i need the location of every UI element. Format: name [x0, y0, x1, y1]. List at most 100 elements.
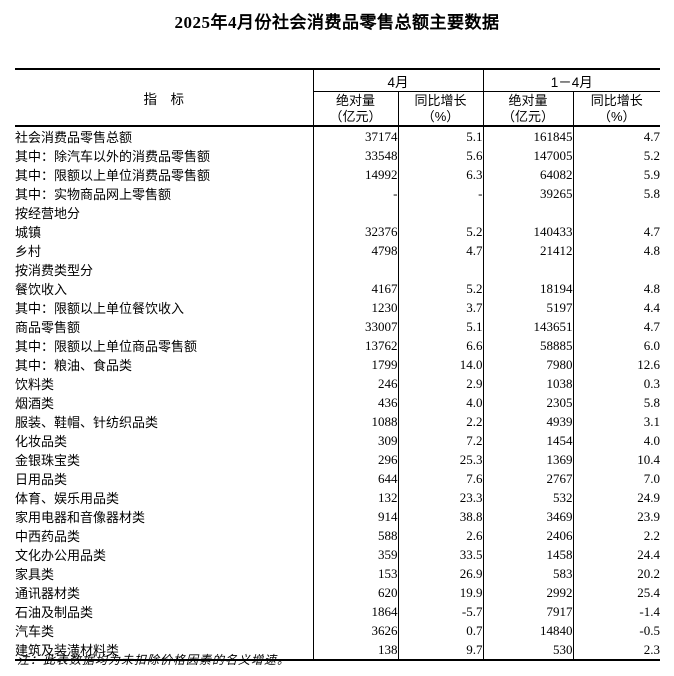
- cum-growth-cell: 10.4: [572, 450, 661, 469]
- table-row: 城镇 32376 5.2 140433 4.7: [15, 222, 661, 241]
- indicator-cell: 中西药品类: [15, 529, 81, 544]
- cum-growth-cell: 5.9: [572, 165, 661, 184]
- cum-growth-cell: 23.9: [572, 507, 661, 526]
- indicator-cell: 汽车类: [15, 624, 55, 639]
- cum-absolute-cell: 4939: [482, 412, 574, 431]
- cum-absolute-cell: [482, 203, 574, 222]
- apr-growth-cell: 4.7: [397, 241, 484, 260]
- apr-absolute-cell: 309: [312, 431, 398, 450]
- cum-growth-cell: 6.0: [572, 336, 661, 355]
- cum-growth-cell: 2.3: [572, 640, 661, 660]
- indicator-cell: 饮料类: [15, 377, 55, 392]
- absolute-unit: （亿元）: [502, 108, 555, 124]
- cum-absolute-cell: 7917: [482, 602, 574, 621]
- apr-absolute-cell: 644: [312, 469, 398, 488]
- absolute-label: 绝对量: [335, 92, 375, 108]
- table-row: 家用电器和音像器材类 914 38.8 3469 23.9: [15, 507, 661, 526]
- apr-absolute-cell: 1088: [312, 412, 398, 431]
- header-group-row: 指 标 4月 1－4月: [15, 69, 661, 107]
- table-row: 其中：限额以上单位商品零售额 13762 6.6 58885 6.0: [15, 336, 661, 355]
- apr-growth-cell: 0.7: [397, 621, 484, 640]
- apr-absolute-cell: 914: [312, 507, 398, 526]
- indicator-cell: 通讯器材类: [15, 586, 81, 601]
- column-header-indicator: 指 标: [143, 91, 185, 107]
- cum-absolute-cell: 583: [482, 564, 574, 583]
- table-row: 中西药品类 588 2.6 2406 2.2: [15, 526, 661, 545]
- cum-absolute-cell: 1454: [482, 431, 574, 450]
- indicator-cell: 文化办公用品类: [15, 548, 107, 563]
- apr-growth-cell: 7.2: [397, 431, 484, 450]
- apr-growth-cell: 5.2: [397, 222, 484, 241]
- apr-absolute-cell: 1799: [312, 355, 398, 374]
- indicator-cell: 化妆品类: [15, 434, 68, 449]
- apr-absolute-cell: 4798: [312, 241, 398, 260]
- apr-growth-cell: 38.8: [397, 507, 484, 526]
- apr-growth-cell: -5.7: [397, 602, 484, 621]
- growth-unit: （%）: [421, 108, 460, 124]
- apr-absolute-cell: 13762: [312, 336, 398, 355]
- table-row: 文化办公用品类 359 33.5 1458 24.4: [15, 545, 661, 564]
- cum-absolute-cell: 143651: [482, 317, 574, 336]
- cum-absolute-cell: 64082: [482, 165, 574, 184]
- cum-growth-cell: [572, 260, 661, 279]
- page-title: 2025年4月份社会消费品零售总额主要数据: [174, 13, 500, 32]
- indicator-cell: 服装、鞋帽、针纺织品类: [15, 415, 159, 430]
- indicator-cell: 其中：除汽车以外的消费品零售额: [15, 149, 211, 164]
- table-footnote: 注：此表数据均为未扣除价格因素的名义增速。: [17, 653, 291, 667]
- apr-growth-cell: 2.6: [397, 526, 484, 545]
- apr-growth-cell: 5.6: [397, 146, 484, 165]
- cum-absolute-cell: 2305: [482, 393, 574, 412]
- retail-sales-table: 指 标 4月 1－4月 绝对量 （亿元） 同比增长 （%） 绝对量 （亿元）: [15, 68, 661, 661]
- apr-absolute-cell: 296: [312, 450, 398, 469]
- apr-growth-cell: 5.2: [397, 279, 484, 298]
- table-body: 社会消费品零售总额 37174 5.1 161845 4.7 其中：除汽车以外的消费品零售…: [15, 126, 661, 660]
- cum-absolute-cell: 140433: [482, 222, 574, 241]
- table-header: 指 标 4月 1－4月 绝对量 （亿元） 同比增长 （%） 绝对量 （亿元）: [15, 69, 661, 126]
- cum-absolute-cell: 14840: [482, 621, 574, 640]
- apr-absolute-cell: 14992: [312, 165, 398, 184]
- table-row: 化妆品类 309 7.2 1454 4.0: [15, 431, 661, 450]
- column-group-april: 4月: [312, 69, 484, 92]
- cum-growth-cell: -0.5: [572, 621, 661, 640]
- indicator-cell: 家具类: [15, 567, 55, 582]
- cum-absolute-cell: 2767: [482, 469, 574, 488]
- cum-growth-cell: 25.4: [572, 583, 661, 602]
- apr-absolute-cell: [312, 203, 398, 222]
- growth-label: 同比增长: [414, 92, 467, 108]
- column-header-cum-absolute: 绝对量 （亿元）: [482, 91, 574, 126]
- apr-absolute-cell: 138: [312, 640, 398, 660]
- apr-growth-cell: 19.9: [397, 583, 484, 602]
- cum-growth-cell: 2.2: [572, 526, 661, 545]
- cum-growth-cell: 4.0: [572, 431, 661, 450]
- cum-growth-cell: 4.7: [572, 126, 661, 146]
- apr-absolute-cell: 32376: [312, 222, 398, 241]
- table-row: 按经营地分: [15, 203, 661, 222]
- apr-absolute-cell: 1230: [312, 298, 398, 317]
- table-row: 餐饮收入 4167 5.2 18194 4.8: [15, 279, 661, 298]
- table-row: 社会消费品零售总额 37174 5.1 161845 4.7: [15, 126, 661, 146]
- cum-absolute-cell: 21412: [482, 241, 574, 260]
- cum-growth-cell: 24.9: [572, 488, 661, 507]
- apr-growth-cell: 2.9: [397, 374, 484, 393]
- apr-absolute-cell: 436: [312, 393, 398, 412]
- indicator-cell: 其中：限额以上单位消费品零售额: [15, 168, 211, 183]
- cum-growth-cell: 4.8: [572, 241, 661, 260]
- header-sub-row: 绝对量 （亿元） 同比增长 （%） 绝对量 （亿元） 同比增长 （%）: [15, 91, 661, 126]
- apr-absolute-cell: 4167: [312, 279, 398, 298]
- apr-absolute-cell: 132: [312, 488, 398, 507]
- table-row: 体育、娱乐用品类 132 23.3 532 24.9: [15, 488, 661, 507]
- apr-growth-cell: 6.3: [397, 165, 484, 184]
- indicator-cell: 家用电器和音像器材类: [15, 510, 146, 525]
- apr-growth-cell: 5.1: [397, 317, 484, 336]
- cum-growth-cell: 4.7: [572, 222, 661, 241]
- column-header-april-growth: 同比增长 （%）: [397, 91, 484, 126]
- apr-absolute-cell: 153: [312, 564, 398, 583]
- indicator-cell: 金银珠宝类: [15, 453, 81, 468]
- cum-growth-cell: 0.3: [572, 374, 661, 393]
- apr-absolute-cell: 588: [312, 526, 398, 545]
- cum-growth-cell: [572, 203, 661, 222]
- indicator-cell: 其中：粮油、食品类: [15, 358, 133, 373]
- table-row: 其中：限额以上单位消费品零售额 14992 6.3 64082 5.9: [15, 165, 661, 184]
- cum-growth-cell: 5.2: [572, 146, 661, 165]
- growth-unit: （%）: [597, 108, 636, 124]
